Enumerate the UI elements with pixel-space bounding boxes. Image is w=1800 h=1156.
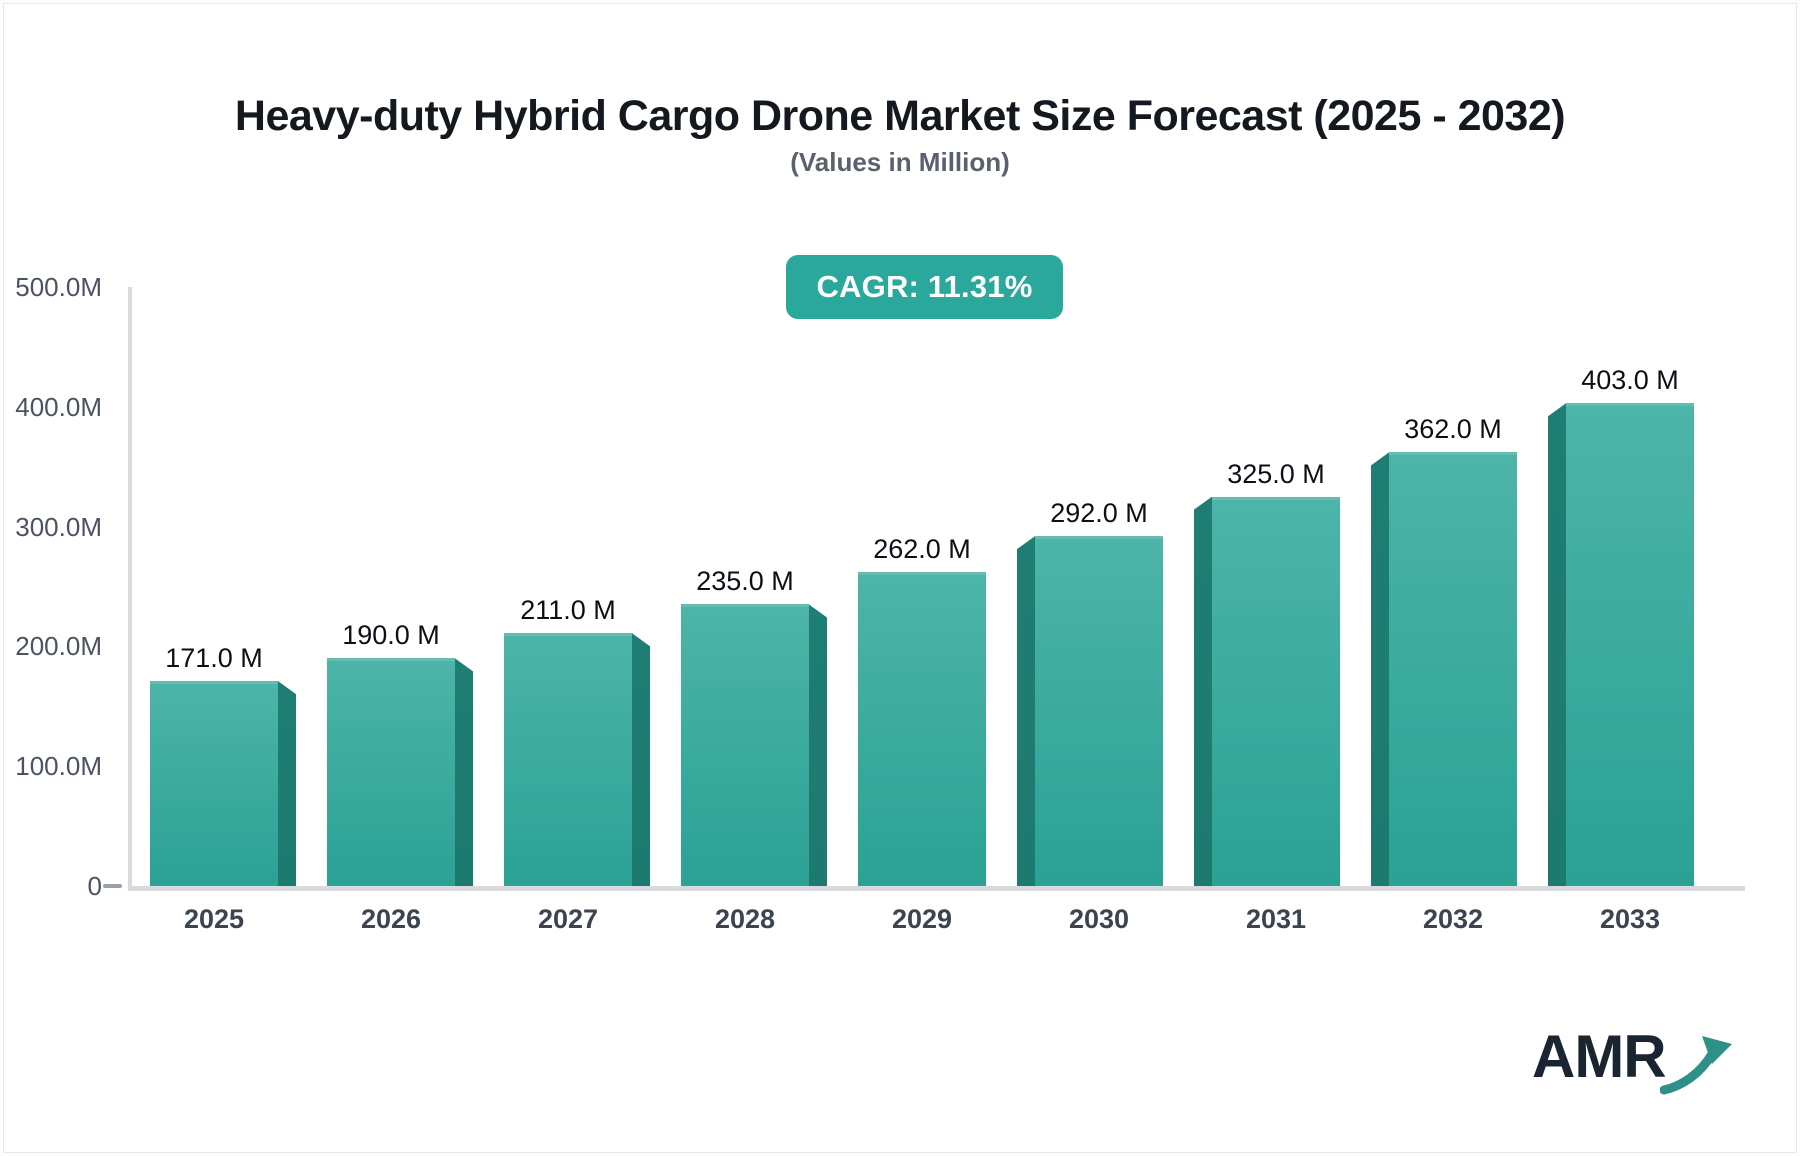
bar-2027-side bbox=[632, 633, 650, 886]
bar-2031-side bbox=[1194, 496, 1212, 886]
y-tick-label: 200.0M bbox=[15, 631, 102, 662]
x-axis-label-2030: 2030 bbox=[1068, 904, 1130, 934]
bar-2026-value-label: 190.0 M bbox=[342, 620, 440, 651]
y-tick-label: 400.0M bbox=[15, 391, 102, 422]
y-tick-label: 300.0M bbox=[15, 511, 102, 542]
x-axis-label-2033: 2033 bbox=[1599, 904, 1661, 934]
bar-2025-side bbox=[278, 681, 296, 886]
x-axis-label-2028: 2028 bbox=[714, 904, 776, 934]
bar-2026-side bbox=[455, 658, 473, 886]
bar-2027-value-label: 211.0 M bbox=[520, 595, 616, 626]
y-tick-label: 0 bbox=[87, 871, 102, 901]
bar-2033 bbox=[1566, 403, 1694, 886]
bar-2031-value-label: 325.0 M bbox=[1227, 458, 1325, 489]
y-axis-line bbox=[128, 287, 132, 891]
x-axis-label-2026: 2026 bbox=[360, 904, 422, 934]
amr-logo: AMR bbox=[1532, 1026, 1734, 1101]
bar-2032-side bbox=[1371, 452, 1389, 886]
bar-2032-value-label: 362.0 M bbox=[1404, 414, 1502, 445]
bar-2032 bbox=[1389, 452, 1517, 886]
x-axis-label-2027: 2027 bbox=[537, 904, 599, 934]
bar-2030-side bbox=[1017, 536, 1035, 886]
x-axis-label-2031: 2031 bbox=[1245, 904, 1307, 934]
bar-2027 bbox=[504, 633, 632, 886]
bar-2030-value-label: 292.0 M bbox=[1050, 498, 1148, 529]
bar-2028 bbox=[681, 604, 809, 886]
bar-2031 bbox=[1212, 496, 1340, 886]
amr-logo-text: AMR bbox=[1532, 1023, 1667, 1090]
x-axis-label-2025: 2025 bbox=[183, 904, 245, 934]
bar-2030 bbox=[1035, 536, 1163, 886]
bar-2028-value-label: 235.0 M bbox=[696, 566, 794, 597]
bar-2029 bbox=[858, 572, 986, 886]
x-axis-line bbox=[128, 886, 1745, 891]
bar-2026 bbox=[327, 658, 455, 886]
x-axis-label-2032: 2032 bbox=[1422, 904, 1484, 934]
growth-arrow-icon bbox=[1659, 1032, 1734, 1101]
bar-2025-value-label: 171.0 M bbox=[165, 643, 263, 674]
x-axis-label-2029: 2029 bbox=[891, 904, 953, 934]
bar-2033-side bbox=[1548, 403, 1566, 886]
bar-2025 bbox=[150, 681, 278, 886]
cagr-badge: CAGR: 11.31% bbox=[786, 255, 1063, 319]
chart-subtitle: (Values in Million) bbox=[790, 147, 1010, 177]
y-tick-label: 500.0M bbox=[15, 272, 102, 302]
bar-2033-value-label: 403.0 M bbox=[1581, 365, 1679, 396]
y-tick-label: 100.0M bbox=[15, 751, 102, 782]
y-zero-tick-mark bbox=[103, 884, 122, 888]
bar-2029-value-label: 262.0 M bbox=[873, 534, 971, 565]
chart-title: Heavy-duty Hybrid Cargo Drone Market Siz… bbox=[234, 92, 1566, 140]
bar-2028-side bbox=[809, 604, 827, 886]
